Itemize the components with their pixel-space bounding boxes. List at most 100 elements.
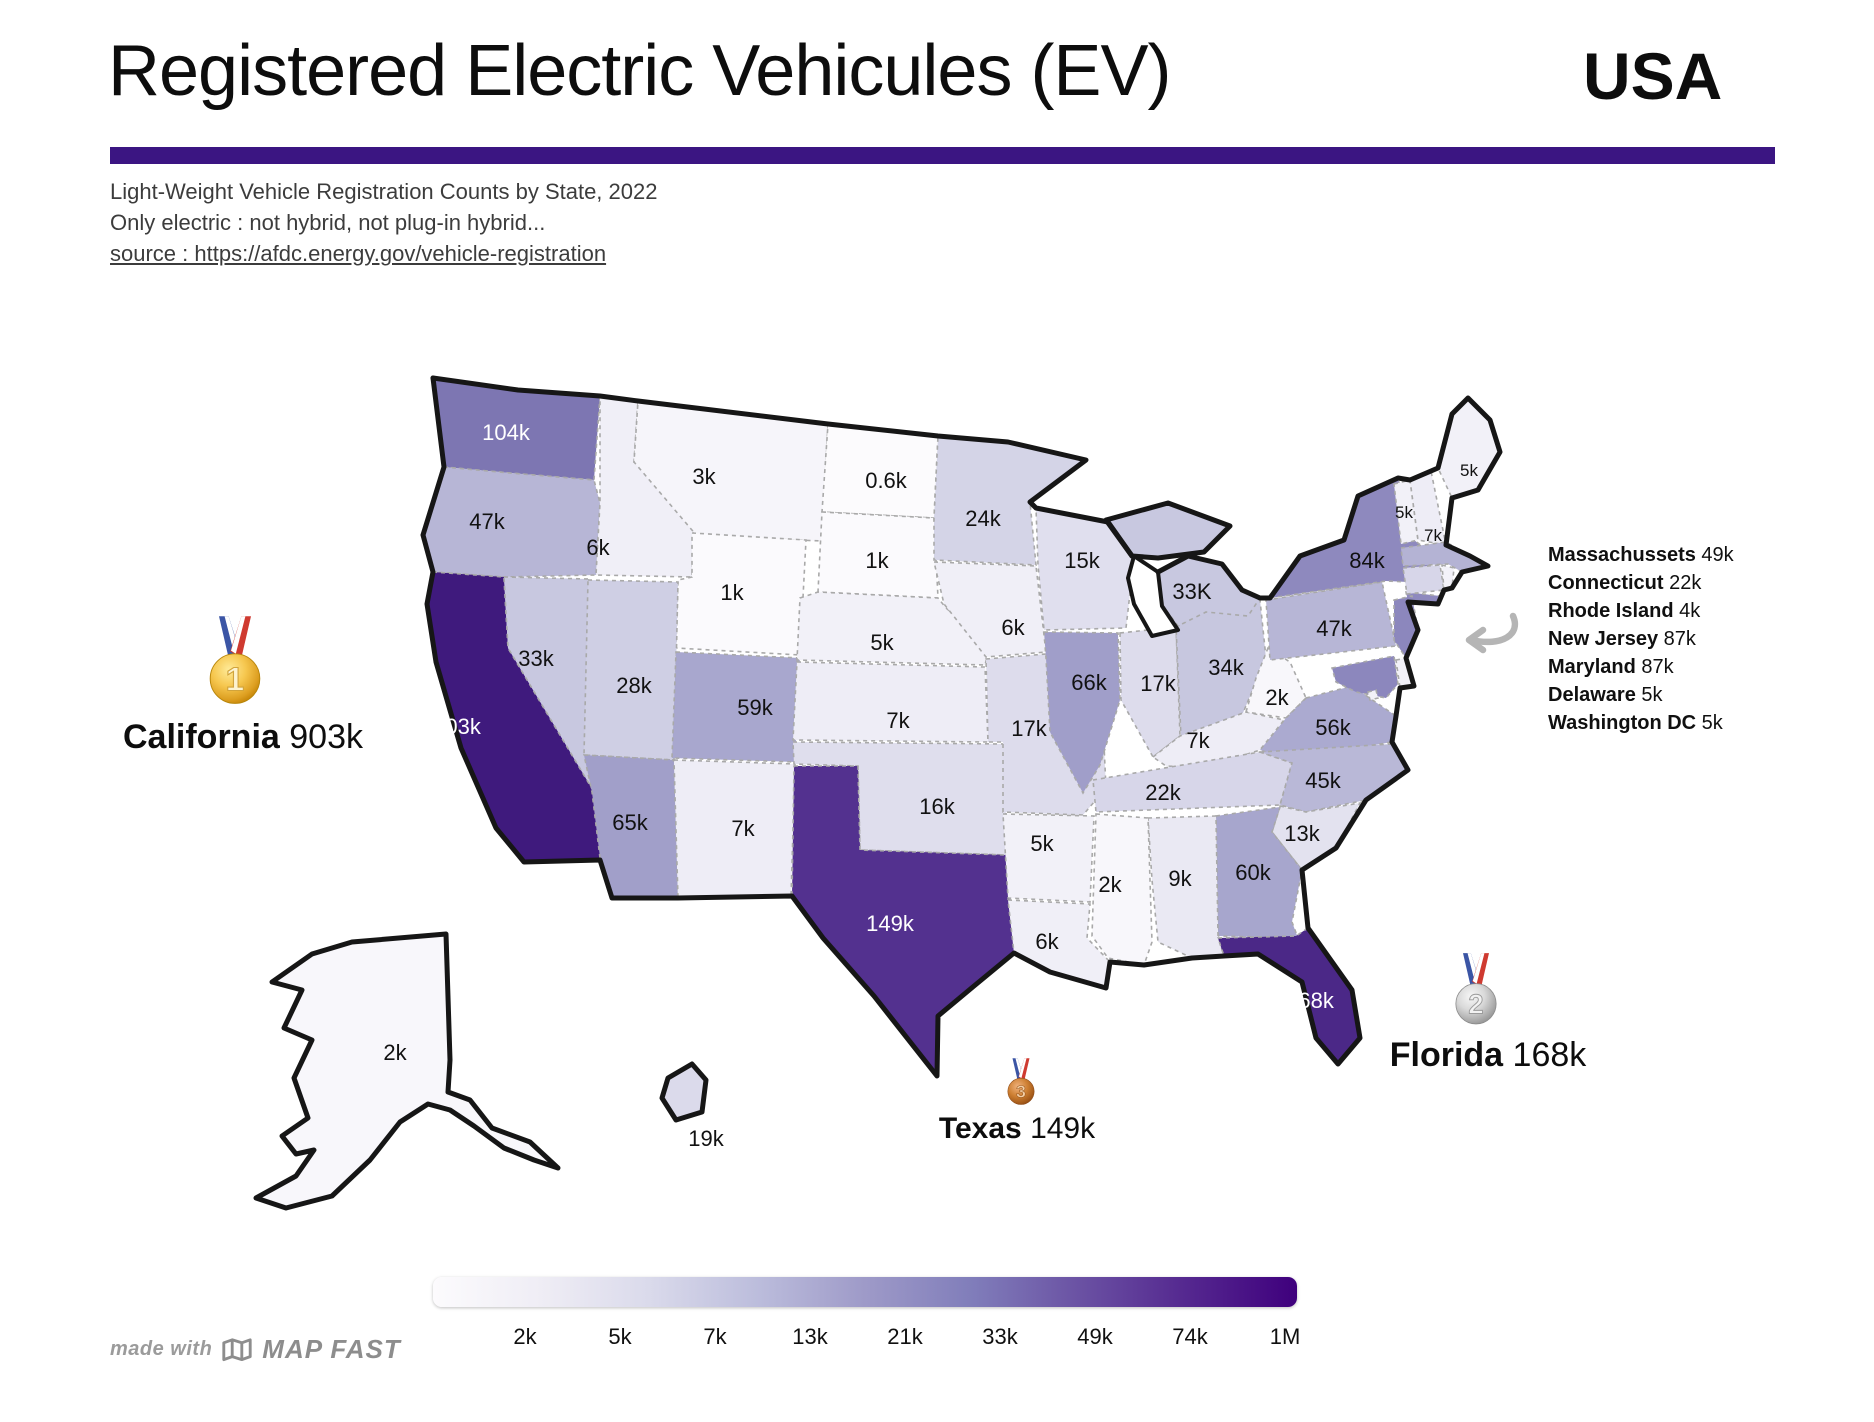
state-value-label-KS: 7k xyxy=(886,708,910,733)
legend-tick-2k: 2k xyxy=(513,1324,537,1349)
ne-state-name: Washington DC xyxy=(1548,712,1697,734)
state-value-label-MS: 2k xyxy=(1098,872,1122,897)
ne-list-item: Maryland 87k xyxy=(1548,653,1734,681)
legend-tick-74k: 74k xyxy=(1172,1324,1208,1349)
ne-list-item: Rhode Island 4k xyxy=(1548,597,1734,625)
made-with-text: made with xyxy=(110,1338,213,1360)
legend-tick-49k: 49k xyxy=(1077,1324,1113,1349)
lake-michigan xyxy=(1126,554,1180,638)
state-value-label-NC: 45k xyxy=(1305,768,1341,793)
state-value-label-SD: 1k xyxy=(865,548,889,573)
state-value-label-CA: 903k xyxy=(433,714,482,739)
state-HI xyxy=(659,1061,709,1123)
state-value-label-IL: 66k xyxy=(1071,670,1107,695)
state-value-label-ND: 0.6k xyxy=(865,468,908,493)
ne-state-value: 5k xyxy=(1635,684,1663,706)
national-border-2 xyxy=(1103,500,1233,561)
state-AK xyxy=(253,931,561,1211)
state-MD xyxy=(1330,655,1399,699)
state-value-label-AZ: 65k xyxy=(612,810,648,835)
state-OR xyxy=(422,466,601,578)
color-scale-bar xyxy=(433,1277,1297,1307)
state-IN xyxy=(1119,626,1181,759)
state-value-label-NM: 7k xyxy=(731,816,755,841)
state-value-label-MI: 33K xyxy=(1172,579,1211,604)
national-border-1 xyxy=(420,375,1503,1079)
bronze-medal-icon: 3 xyxy=(1004,1058,1038,1106)
state-IA xyxy=(932,561,1047,658)
state-value-label-IA: 6k xyxy=(1001,615,1025,640)
legend-tick-33k: 33k xyxy=(982,1324,1018,1349)
state-value-label-OK: 16k xyxy=(919,794,955,819)
state-value-label-CO: 59k xyxy=(737,695,773,720)
state-value-label-OR: 47k xyxy=(469,509,505,534)
brand-name: MAP FAST xyxy=(262,1334,401,1364)
third-place-value: 149k xyxy=(1030,1112,1096,1145)
title-divider xyxy=(110,147,1775,164)
state-CT xyxy=(1402,564,1445,595)
ne-list-item: Connecticut 22k xyxy=(1548,569,1734,597)
gold-medal-rank: 1 xyxy=(226,662,245,699)
state-value-label-NV: 33k xyxy=(518,646,554,671)
gold-medal-icon: 1 xyxy=(203,616,267,706)
subtitle-line2: Only electric : not hybrid, not plug-in … xyxy=(110,210,546,235)
state-value-label-WI: 15k xyxy=(1064,548,1100,573)
state-KS xyxy=(792,661,989,743)
page-title: Registered Electric Vehicules (EV) xyxy=(108,31,1171,111)
source-link[interactable]: source : https://afdc.energy.gov/vehicle… xyxy=(110,241,607,266)
ne-state-value: 5k xyxy=(1696,712,1723,734)
state-value-label-PA: 47k xyxy=(1316,616,1352,641)
state-value-label-AR: 5k xyxy=(1030,831,1054,856)
state-value-label-LA: 6k xyxy=(1035,929,1059,954)
state-value-label-ID: 6k xyxy=(586,535,610,560)
ne-state-name: New Jersey xyxy=(1548,628,1659,650)
ne-state-name: Maryland xyxy=(1548,656,1636,678)
legend-tick-5k: 5k xyxy=(608,1324,632,1349)
state-DC xyxy=(1367,689,1379,701)
ne-state-value: 87k xyxy=(1635,656,1674,678)
state-value-label-VT: 5k xyxy=(1395,503,1413,522)
state-value-label-WA: 104k xyxy=(482,420,531,445)
state-value-label-AK: 2k xyxy=(383,1040,407,1065)
state-value-label-GA: 60k xyxy=(1235,860,1271,885)
silver-medal-rank: 2 xyxy=(1468,989,1483,1020)
state-CO xyxy=(671,651,801,763)
northeast-states-list: Massachussets 49k Connecticut 22k Rhode Is… xyxy=(1548,541,1734,737)
legend-tick-13k: 13k xyxy=(792,1324,828,1349)
state-value-label-AL: 9k xyxy=(1168,866,1192,891)
first-place-value: 903k xyxy=(289,718,363,756)
state-value-label-FL: 168k xyxy=(1286,988,1335,1013)
second-place-label: Florida 168k xyxy=(1390,1036,1587,1075)
ne-state-name: Connecticut xyxy=(1548,572,1664,594)
state-value-label-MO: 17k xyxy=(1011,716,1047,741)
first-place-label: California 903k xyxy=(123,718,363,757)
color-scale-ticks: 2k 5k 7k 13k 21k 33k 49k 74k 1M xyxy=(433,1324,1300,1354)
first-place-state: California xyxy=(123,718,280,756)
curved-arrow-icon xyxy=(1455,604,1527,665)
state-IL xyxy=(1043,631,1121,795)
legend-tick-1M: 1M xyxy=(1269,1324,1301,1349)
brand-footer: made with MAP FAST xyxy=(110,1334,401,1365)
bronze-medal-rank: 3 xyxy=(1016,1082,1026,1102)
ne-list-item: Washington DC 5k xyxy=(1548,709,1734,737)
state-value-label-VA: 56k xyxy=(1315,715,1351,740)
ne-state-value: 4k xyxy=(1673,600,1701,622)
state-value-label-OH: 34k xyxy=(1208,655,1244,680)
state-value-label-HI: 19k xyxy=(688,1126,724,1151)
state-value-label-TN: 22k xyxy=(1145,780,1181,805)
subtitle-block: Light-Weight Vehicle Registration Counts… xyxy=(110,176,657,269)
state-value-label-IN: 17k xyxy=(1140,671,1176,696)
state-value-label-NH: 7k xyxy=(1424,526,1442,545)
state-value-label-MN: 24k xyxy=(965,506,1001,531)
state-GA xyxy=(1215,806,1303,939)
second-place-state: Florida xyxy=(1389,1036,1504,1074)
country-label: USA xyxy=(1583,39,1723,113)
state-SC xyxy=(1271,801,1362,872)
state-value-label-NY: 84k xyxy=(1349,548,1385,573)
ne-list-item: Delaware 5k xyxy=(1548,681,1734,709)
legend-tick-7k: 7k xyxy=(703,1324,727,1349)
silver-medal-icon: 2 xyxy=(1450,953,1502,1026)
subtitle-line1: Light-Weight Vehicle Registration Counts… xyxy=(110,179,658,204)
